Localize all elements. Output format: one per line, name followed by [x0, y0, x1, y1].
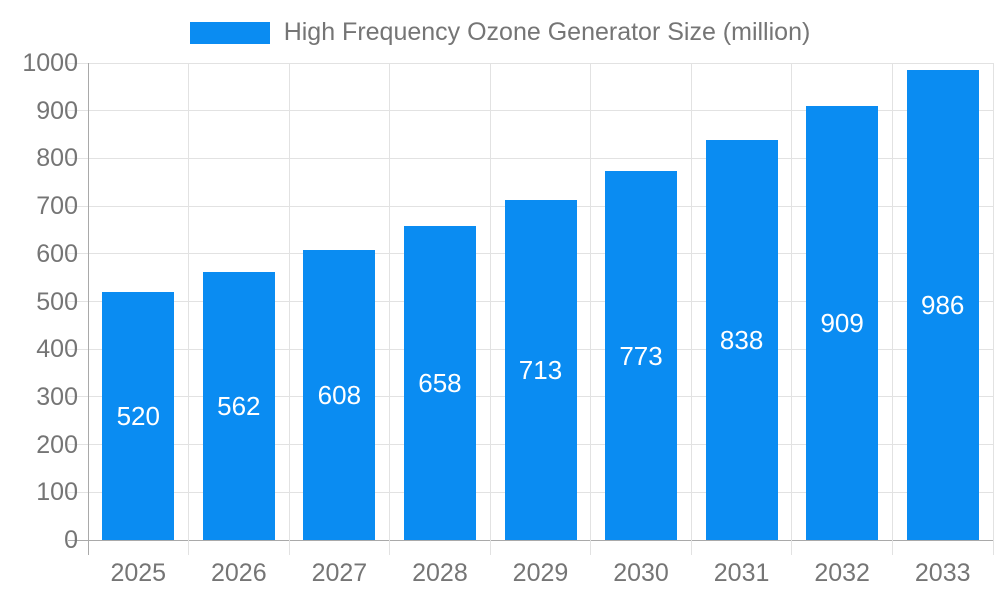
- x-tick-label: 2031: [713, 559, 770, 587]
- bar-2033[interactable]: [906, 69, 979, 540]
- x-tick-label: 2025: [110, 559, 167, 587]
- x-tick-label: 2027: [311, 559, 368, 587]
- y-tick-label: 700: [36, 192, 78, 221]
- plot-area: 520 562 608 658 713 773 838 909 986: [68, 62, 994, 555]
- y-tick-label: 900: [36, 96, 78, 125]
- gridline-vertical: [389, 63, 391, 555]
- x-tick-label: 2030: [613, 559, 669, 587]
- x-tick-label: 2032: [814, 559, 870, 587]
- y-tick-label: 0: [64, 526, 78, 554]
- x-tick-label: 2033: [914, 559, 971, 587]
- y-tick-label: 500: [36, 287, 78, 316]
- x-tick-label: 2026: [211, 559, 267, 587]
- gridline-horizontal: [68, 157, 993, 159]
- legend-item[interactable]: High Frequency Ozone Generator Size (mil…: [0, 18, 1000, 47]
- y-tick-label: 600: [36, 239, 78, 268]
- legend-label: High Frequency Ozone Generator Size (mil…: [283, 18, 811, 46]
- bar-2025[interactable]: [102, 291, 175, 540]
- gridline-vertical: [992, 63, 994, 555]
- gridline-horizontal: [68, 110, 993, 112]
- gridline-vertical: [590, 63, 592, 555]
- gridline-vertical: [489, 63, 491, 555]
- y-tick-label: 800: [36, 144, 78, 173]
- bar-2029[interactable]: [504, 199, 577, 540]
- gridline-vertical: [791, 63, 793, 555]
- bar-2032[interactable]: [806, 106, 879, 540]
- bar-2027[interactable]: [303, 249, 376, 540]
- bar-2030[interactable]: [605, 171, 678, 540]
- y-tick-label: 400: [36, 335, 78, 364]
- x-tick-label: 2029: [512, 559, 569, 587]
- legend-swatch: [189, 21, 270, 44]
- bar-2028[interactable]: [403, 226, 476, 540]
- gridline-horizontal: [68, 62, 993, 64]
- x-axis-baseline: [68, 539, 993, 541]
- y-tick-label: 300: [36, 382, 78, 411]
- y-tick-label: 100: [36, 478, 78, 507]
- x-tick-label: 2028: [412, 559, 468, 587]
- gridline-vertical: [288, 63, 290, 555]
- bar-2026[interactable]: [202, 271, 275, 540]
- gridline-vertical: [188, 63, 190, 555]
- gridline-vertical: [690, 63, 692, 555]
- y-tick-label: 1000: [22, 49, 78, 77]
- bar-2031[interactable]: [705, 140, 778, 540]
- y-tick-label: 200: [36, 430, 78, 459]
- gridline-vertical: [891, 63, 893, 555]
- y-axis-line: [87, 63, 89, 555]
